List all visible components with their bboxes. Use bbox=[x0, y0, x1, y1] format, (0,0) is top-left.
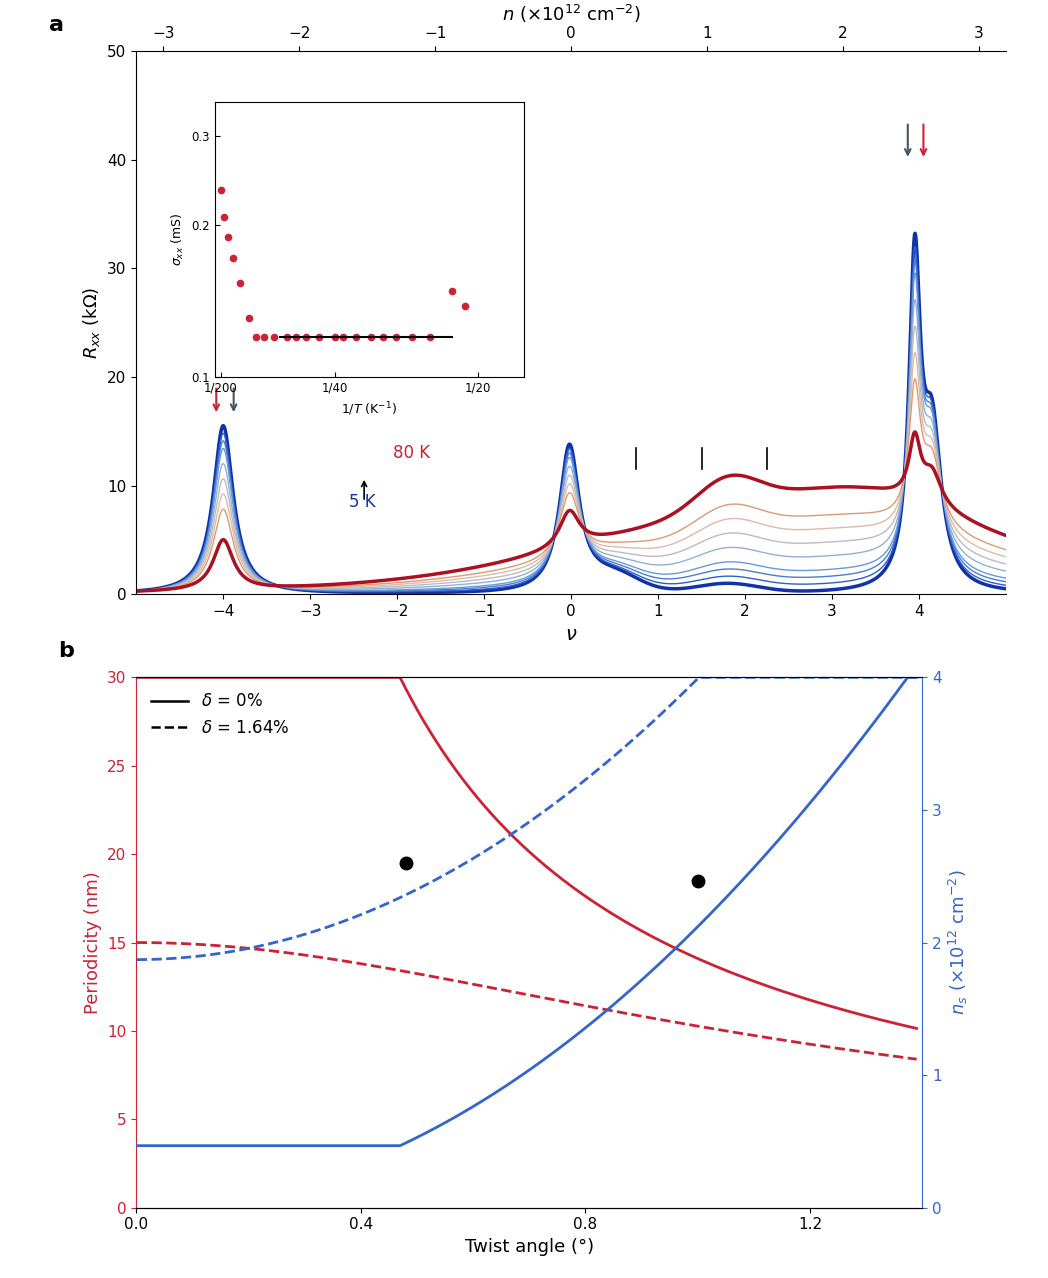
Point bbox=[279, 327, 296, 348]
Text: 80 K: 80 K bbox=[393, 445, 430, 463]
Point bbox=[241, 308, 258, 328]
Point bbox=[334, 327, 351, 348]
X-axis label: $\nu$: $\nu$ bbox=[565, 625, 577, 644]
Y-axis label: $R_{xx}$ (k$\Omega$): $R_{xx}$ (k$\Omega$) bbox=[81, 286, 102, 359]
Point bbox=[212, 179, 228, 199]
Point bbox=[298, 327, 314, 348]
Legend: $\delta$ = 0%, $\delta$ = 1.64%: $\delta$ = 0%, $\delta$ = 1.64% bbox=[145, 686, 297, 744]
Point bbox=[403, 327, 420, 348]
Y-axis label: $\sigma_{xx}$ (mS): $\sigma_{xx}$ (mS) bbox=[170, 213, 185, 266]
Text: a: a bbox=[49, 15, 64, 35]
X-axis label: Twist angle (°): Twist angle (°) bbox=[464, 1238, 594, 1256]
Point bbox=[287, 327, 304, 348]
X-axis label: $1/T$ (K$^{-1}$): $1/T$ (K$^{-1}$) bbox=[342, 400, 397, 418]
Point bbox=[422, 327, 439, 348]
Point bbox=[363, 327, 379, 348]
Text: b: b bbox=[58, 642, 73, 662]
Y-axis label: Periodicity (nm): Periodicity (nm) bbox=[84, 872, 102, 1013]
X-axis label: $n$ ($\times$10$^{12}$ cm$^{-2}$): $n$ ($\times$10$^{12}$ cm$^{-2}$) bbox=[502, 3, 640, 24]
Point bbox=[456, 296, 473, 317]
Point bbox=[443, 281, 460, 302]
Point bbox=[327, 327, 344, 348]
Point bbox=[224, 248, 241, 268]
Point bbox=[247, 327, 264, 348]
Point bbox=[265, 327, 282, 348]
Point bbox=[215, 207, 232, 227]
Point bbox=[347, 327, 364, 348]
Y-axis label: $n_s$ ($\times$10$^{12}$ cm$^{-2}$): $n_s$ ($\times$10$^{12}$ cm$^{-2}$) bbox=[947, 869, 970, 1016]
Point bbox=[374, 327, 391, 348]
Point bbox=[232, 273, 248, 294]
Text: 5 K: 5 K bbox=[349, 493, 376, 511]
Point bbox=[388, 327, 405, 348]
Point bbox=[219, 226, 236, 247]
Point bbox=[311, 327, 328, 348]
Point bbox=[255, 327, 271, 348]
